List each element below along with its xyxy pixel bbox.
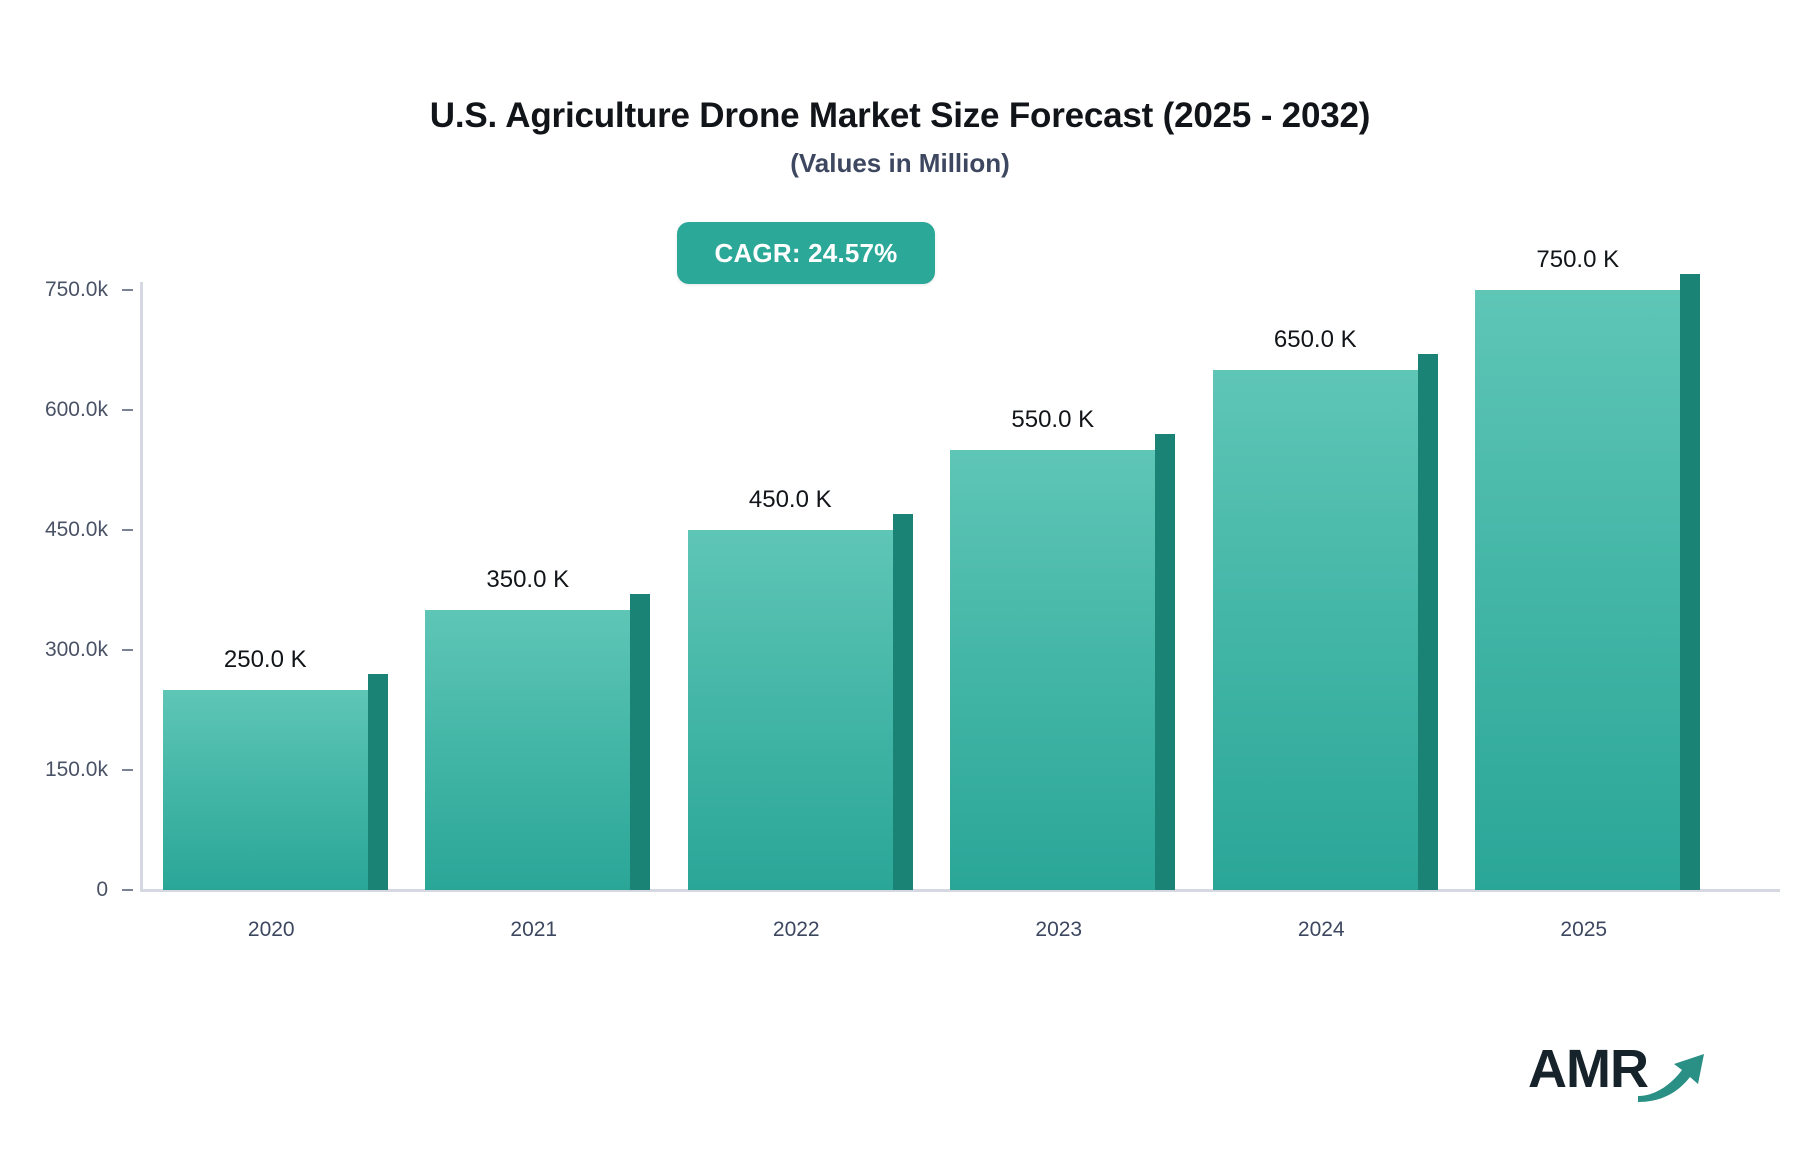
x-axis-tick-label: 2021 [510, 918, 558, 941]
cagr-badge-label: CAGR: 24.57% [714, 237, 898, 268]
bar-side-face [1417, 354, 1438, 890]
y-axis-spine [140, 282, 143, 890]
bar-side-face [892, 514, 913, 890]
bar-value-label: 550.0 K [1011, 406, 1095, 433]
y-axis-tick-label: 0 [96, 878, 108, 901]
x-axis-spine [140, 889, 1780, 892]
bar[interactable] [162, 690, 368, 890]
bar[interactable] [687, 530, 893, 890]
y-axis-tick-mark [122, 769, 133, 771]
growth-arrow-icon [1638, 1054, 1704, 1102]
y-axis-tick-mark [122, 889, 133, 891]
bar[interactable] [950, 450, 1156, 890]
bar-value-label: 350.0 K [486, 566, 570, 593]
y-axis-tick-label: 300.0k [44, 638, 108, 661]
bar[interactable] [1475, 290, 1681, 890]
y-axis-tick-label: 750.0k [44, 278, 108, 301]
bar-side-face [1155, 434, 1176, 890]
y-axis-tick-mark [122, 289, 133, 291]
bar-value-label: 250.0 K [223, 646, 307, 673]
y-axis-tick-label: 150.0k [44, 758, 108, 781]
plot-area: 250.0 K 350.0 K 450.0 K 550.0 K 650.0 K 750.0… [140, 246, 1715, 890]
x-axis-tick-label: 2025 [1560, 918, 1608, 941]
y-axis-tick-mark [122, 529, 133, 531]
x-axis-tick-label: 2024 [1297, 918, 1345, 941]
bar-side-face [630, 594, 651, 890]
x-axis-tick-label: 2023 [1035, 918, 1083, 941]
bar-value-label: 750.0 K [1536, 246, 1620, 273]
page-title: U.S. Agriculture Drone Market Size Forec… [429, 96, 1371, 135]
cagr-badge: CAGR: 24.57% [677, 222, 935, 284]
y-axis-tick-mark [122, 649, 133, 651]
bar[interactable] [425, 610, 631, 890]
bar[interactable] [1212, 370, 1418, 890]
x-axis-tick-label: 2020 [247, 918, 295, 941]
bar-side-face [367, 674, 388, 890]
bar-value-label: 450.0 K [748, 486, 832, 513]
amr-logo: AMR [1528, 1040, 1708, 1112]
y-axis-tick-label: 600.0k [44, 398, 108, 421]
chart-subtitle: (Values in Million) [790, 148, 1010, 178]
bar-value-label: 650.0 K [1273, 326, 1357, 353]
y-axis-tick-label: 450.0k [44, 518, 108, 541]
amr-logo-text: AMR [1528, 1039, 1649, 1099]
bar-side-face [1680, 274, 1701, 890]
y-axis-tick-mark [122, 409, 133, 411]
x-axis-tick-label: 2022 [772, 918, 820, 941]
